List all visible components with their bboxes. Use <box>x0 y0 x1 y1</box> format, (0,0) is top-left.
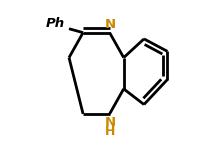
Text: N: N <box>105 116 116 129</box>
Text: H: H <box>105 124 116 138</box>
Text: Ph: Ph <box>45 17 65 30</box>
Text: N: N <box>105 17 116 31</box>
